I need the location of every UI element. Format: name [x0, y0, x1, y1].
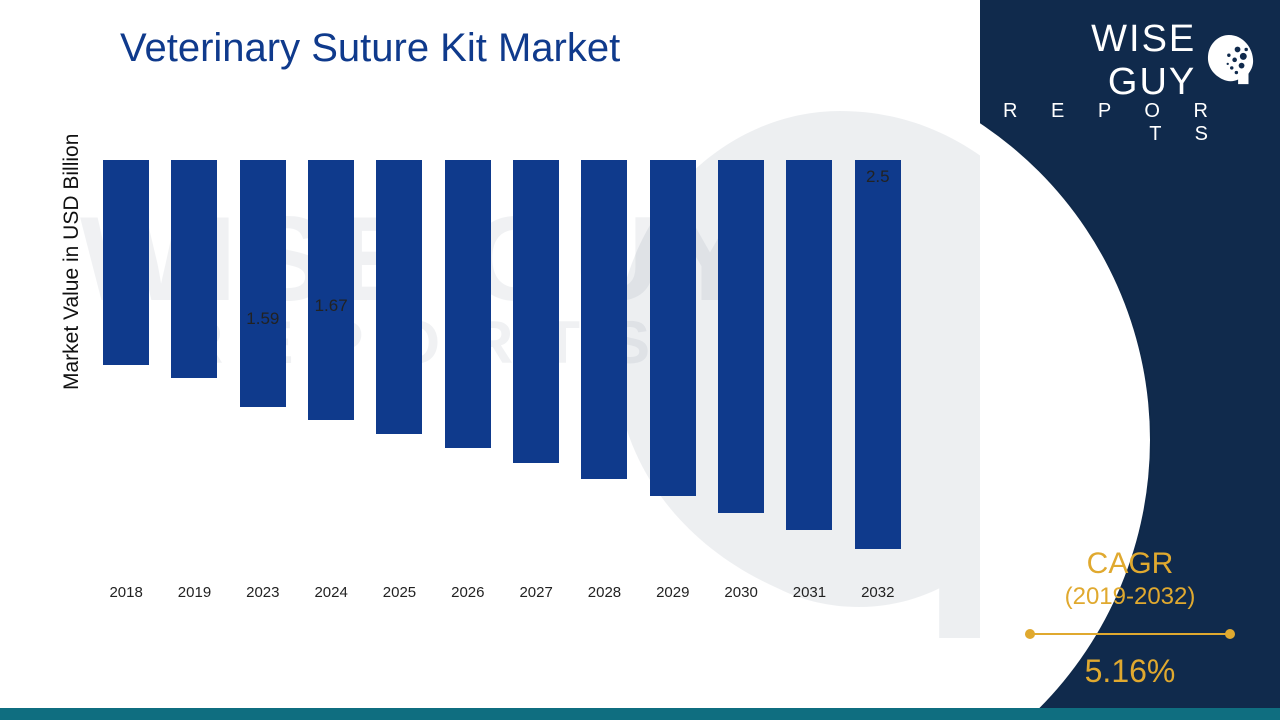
bar [581, 160, 627, 479]
x-tick-label: 2031 [775, 584, 843, 601]
bar-slot: 2.5 [844, 160, 912, 580]
x-tick-label: 2024 [297, 584, 365, 601]
bar-value-label: 1.59 [246, 309, 279, 329]
x-tick-label: 2028 [570, 584, 638, 601]
bar-slot [160, 160, 228, 580]
logo-text-1: WISE GUY [998, 18, 1196, 104]
bar [376, 160, 422, 434]
x-tick-label: 2029 [639, 584, 707, 601]
x-axis-labels: 2018201920232024202520262027202820292030… [92, 584, 912, 601]
bar [650, 160, 696, 496]
bar-slot [502, 160, 570, 580]
bar [855, 160, 901, 549]
bar-chart: 1.59 1.67 2.5 [92, 160, 912, 580]
bar-slot [365, 160, 433, 580]
bar [513, 160, 559, 463]
x-tick-label: 2032 [844, 584, 912, 601]
x-tick-label: 2023 [229, 584, 297, 601]
x-tick-label: 2030 [707, 584, 775, 601]
brand-logo: WISE GUY R E P O R T S [998, 18, 1258, 146]
bar-slot [434, 160, 502, 580]
bar-slot [92, 160, 160, 580]
bar [171, 160, 217, 378]
x-tick-label: 2018 [92, 584, 160, 601]
bar-slot [775, 160, 843, 580]
x-tick-label: 2019 [160, 584, 228, 601]
logo-head-icon [1200, 31, 1258, 91]
cagr-years: (2019-2032) [980, 583, 1280, 611]
cagr-value: 5.16% [980, 653, 1280, 690]
bar-value-label: 2.5 [866, 167, 890, 187]
x-tick-label: 2027 [502, 584, 570, 601]
cagr-separator [1030, 633, 1230, 635]
cagr-block: CAGR (2019-2032) 5.16% [980, 547, 1280, 690]
x-tick-label: 2025 [365, 584, 433, 601]
market-infographic: WISE GUY REPORTS WISE GUY R E P O R T [0, 0, 1280, 720]
bar [445, 160, 491, 448]
bar [240, 160, 286, 407]
bar [103, 160, 149, 365]
x-tick-label: 2026 [434, 584, 502, 601]
bar [786, 160, 832, 530]
chart-title: Veterinary Suture Kit Market [120, 26, 620, 71]
bar [308, 160, 354, 420]
bar-slot: 1.67 [297, 160, 365, 580]
bar-slot [639, 160, 707, 580]
y-axis-label: Market Value in USD Billion [60, 134, 84, 390]
logo-text-2: R E P O R T S [998, 100, 1222, 146]
bar-slot: 1.59 [229, 160, 297, 580]
bottom-accent-strip [0, 708, 1280, 720]
bar-slot [707, 160, 775, 580]
bar-value-label: 1.67 [315, 296, 348, 316]
bar-slot [570, 160, 638, 580]
cagr-label: CAGR [980, 547, 1280, 581]
bar [718, 160, 764, 513]
